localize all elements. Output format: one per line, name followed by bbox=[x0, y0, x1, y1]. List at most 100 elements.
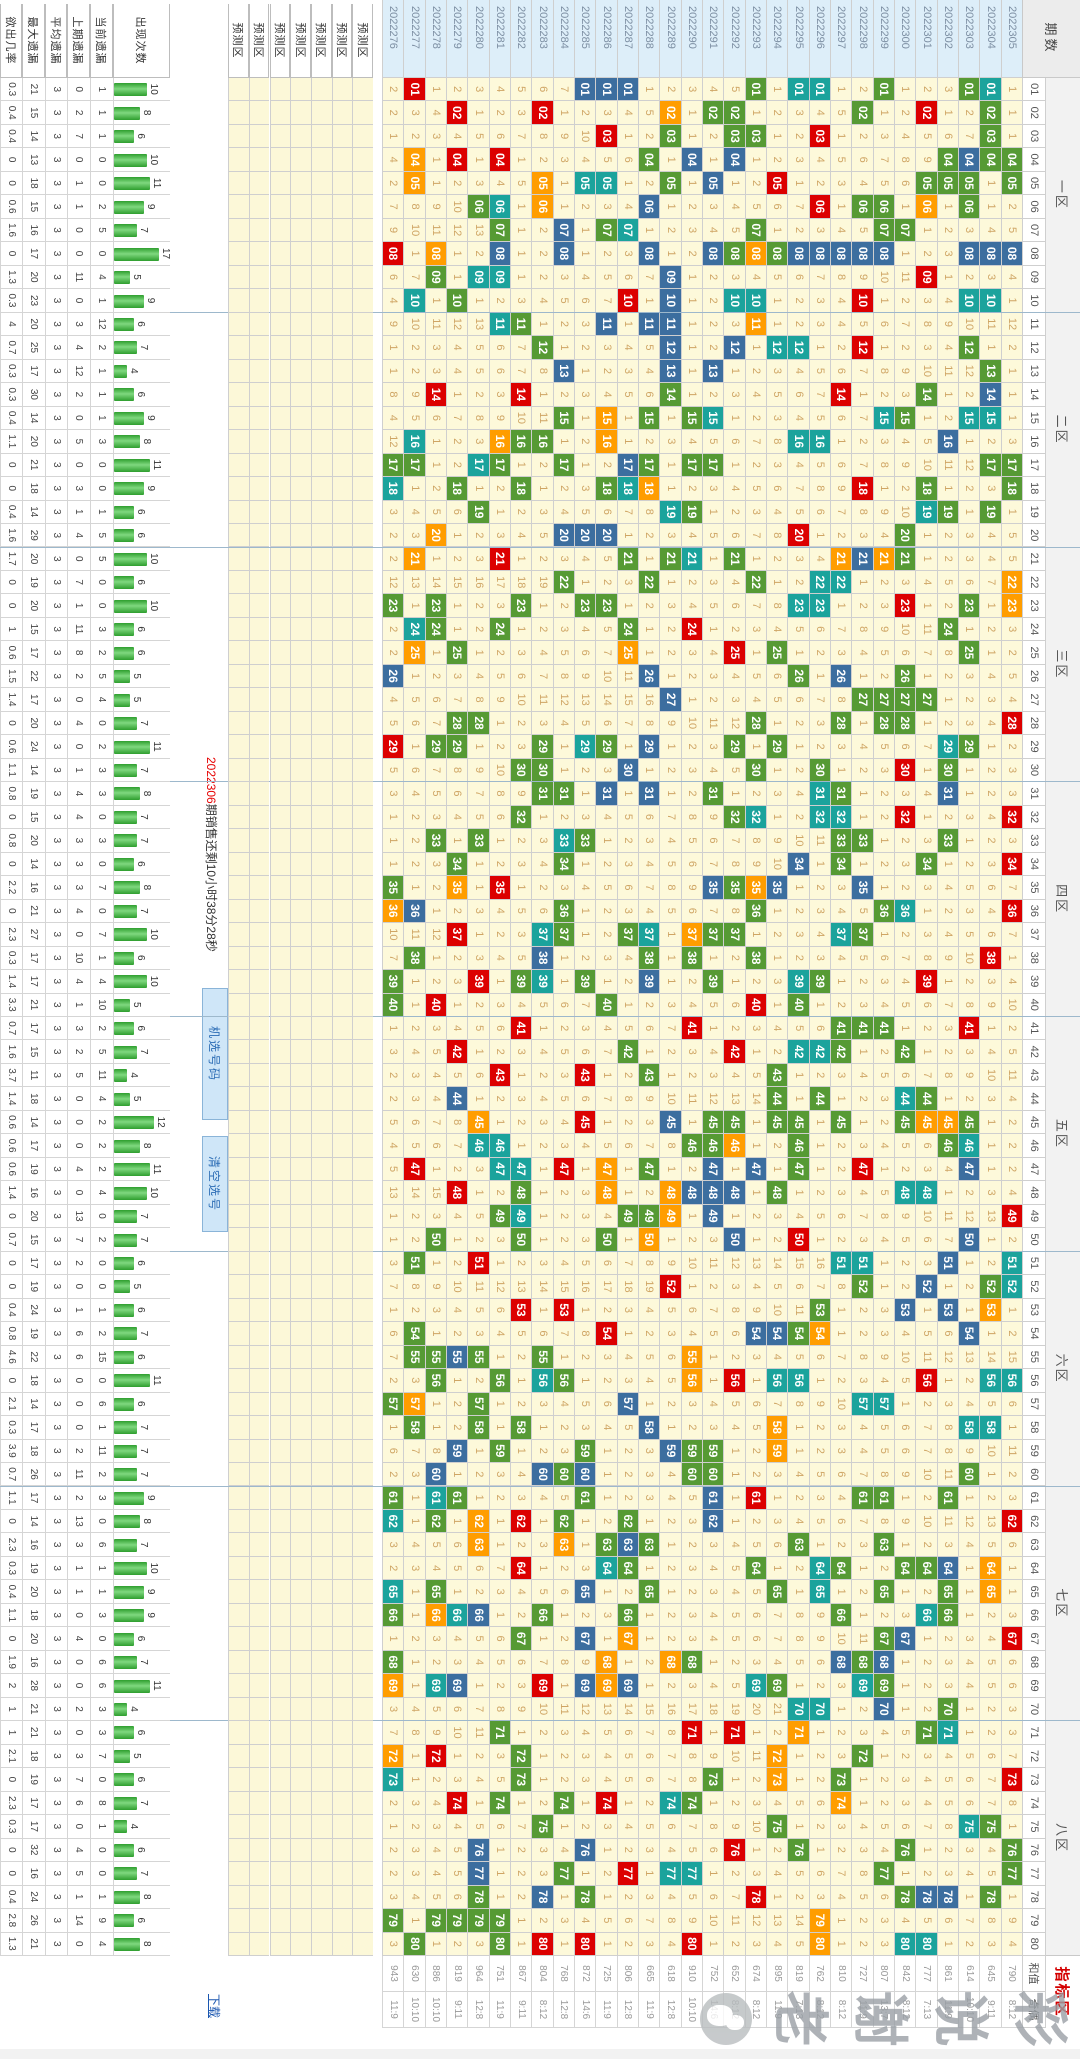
prediction-cell[interactable] bbox=[269, 430, 291, 454]
prediction-cell[interactable] bbox=[248, 1110, 270, 1135]
prediction-cell[interactable] bbox=[269, 1580, 291, 1604]
prediction-cell[interactable] bbox=[290, 383, 311, 407]
prediction-cell[interactable] bbox=[269, 1416, 291, 1440]
prediction-cell[interactable] bbox=[248, 500, 270, 525]
prediction-cell[interactable] bbox=[228, 1650, 249, 1675]
prediction-cell[interactable] bbox=[248, 477, 270, 501]
prediction-cell[interactable] bbox=[290, 265, 311, 290]
prediction-cell[interactable] bbox=[331, 289, 353, 313]
prediction-cell[interactable] bbox=[352, 383, 373, 407]
prediction-cell[interactable] bbox=[352, 101, 373, 125]
prediction-cell[interactable] bbox=[352, 1157, 373, 1182]
prediction-cell[interactable] bbox=[352, 1087, 373, 1111]
prediction-cell[interactable] bbox=[331, 711, 353, 736]
prediction-cell[interactable] bbox=[310, 289, 332, 313]
prediction-cell[interactable] bbox=[352, 1744, 373, 1769]
prediction-cell[interactable] bbox=[290, 500, 311, 525]
prediction-cell[interactable] bbox=[269, 782, 291, 806]
prediction-cell[interactable] bbox=[290, 1509, 311, 1534]
prediction-cell[interactable] bbox=[290, 1110, 311, 1135]
prediction-cell[interactable] bbox=[290, 1204, 311, 1229]
prediction-cell[interactable] bbox=[228, 805, 249, 830]
prediction-cell[interactable] bbox=[290, 1862, 311, 1886]
prediction-cell[interactable] bbox=[310, 1251, 332, 1276]
prediction-cell[interactable] bbox=[352, 195, 373, 219]
prediction-cell[interactable] bbox=[269, 1251, 291, 1276]
prediction-cell[interactable] bbox=[331, 1862, 353, 1886]
prediction-cell[interactable] bbox=[269, 1697, 291, 1722]
prediction-cell[interactable] bbox=[248, 78, 270, 102]
prediction-cell[interactable] bbox=[228, 78, 249, 102]
prediction-cell[interactable] bbox=[290, 805, 311, 830]
prediction-cell[interactable] bbox=[290, 1463, 311, 1487]
prediction-cell[interactable] bbox=[269, 1017, 291, 1041]
prediction-cell[interactable] bbox=[352, 1463, 373, 1487]
prediction-cell[interactable] bbox=[228, 453, 249, 478]
prediction-cell[interactable] bbox=[352, 171, 373, 196]
prediction-cell[interactable] bbox=[310, 265, 332, 290]
prediction-cell[interactable] bbox=[248, 664, 270, 689]
prediction-cell[interactable] bbox=[310, 1533, 332, 1557]
prediction-cell[interactable] bbox=[269, 312, 291, 337]
prediction-cell[interactable] bbox=[310, 477, 332, 501]
prediction-cell[interactable] bbox=[269, 265, 291, 290]
prediction-cell[interactable] bbox=[228, 101, 249, 125]
prediction-cell[interactable] bbox=[310, 242, 332, 266]
prediction-cell[interactable] bbox=[290, 547, 311, 571]
prediction-cell[interactable] bbox=[290, 711, 311, 736]
prediction-cell[interactable] bbox=[352, 1369, 373, 1393]
prediction-cell[interactable] bbox=[310, 1650, 332, 1675]
prediction-cell[interactable] bbox=[290, 1134, 311, 1158]
prediction-cell[interactable] bbox=[310, 524, 332, 548]
prediction-cell[interactable] bbox=[248, 359, 270, 384]
prediction-cell[interactable] bbox=[331, 1556, 353, 1581]
prediction-cell[interactable] bbox=[228, 336, 249, 360]
prediction-cell[interactable] bbox=[269, 218, 291, 243]
prediction-cell[interactable] bbox=[310, 1087, 332, 1111]
prediction-cell[interactable] bbox=[228, 289, 249, 313]
prediction-cell[interactable] bbox=[248, 1486, 270, 1510]
prediction-cell[interactable] bbox=[290, 1322, 311, 1346]
prediction-cell[interactable] bbox=[248, 688, 270, 712]
prediction-cell[interactable] bbox=[331, 1087, 353, 1111]
prediction-cell[interactable] bbox=[352, 664, 373, 689]
prediction-cell[interactable] bbox=[310, 1228, 332, 1252]
prediction-cell[interactable] bbox=[269, 946, 291, 971]
prediction-cell[interactable] bbox=[310, 218, 332, 243]
prediction-cell[interactable] bbox=[331, 1580, 353, 1604]
prediction-cell[interactable] bbox=[310, 1322, 332, 1346]
prediction-cell[interactable] bbox=[228, 265, 249, 290]
prediction-cell[interactable] bbox=[269, 1275, 291, 1299]
prediction-cell[interactable] bbox=[331, 1768, 353, 1792]
prediction-cell[interactable] bbox=[269, 124, 291, 149]
prediction-cell[interactable] bbox=[310, 594, 332, 618]
prediction-cell[interactable] bbox=[228, 124, 249, 149]
prediction-cell[interactable] bbox=[290, 1040, 311, 1064]
prediction-cell[interactable] bbox=[269, 1744, 291, 1769]
prediction-cell[interactable] bbox=[228, 1134, 249, 1158]
prediction-cell[interactable] bbox=[352, 1768, 373, 1792]
prediction-cell[interactable] bbox=[269, 1768, 291, 1792]
prediction-cell[interactable] bbox=[310, 1204, 332, 1229]
prediction-cell[interactable] bbox=[331, 1463, 353, 1487]
prediction-cell[interactable] bbox=[248, 782, 270, 806]
prediction-cell[interactable] bbox=[269, 1603, 291, 1628]
prediction-cell[interactable] bbox=[352, 1721, 373, 1745]
prediction-cell[interactable] bbox=[331, 101, 353, 125]
prediction-cell[interactable] bbox=[248, 993, 270, 1017]
prediction-cell[interactable] bbox=[290, 1697, 311, 1722]
prediction-cell[interactable] bbox=[228, 1603, 249, 1628]
prediction-cell[interactable] bbox=[310, 547, 332, 571]
prediction-cell[interactable] bbox=[310, 899, 332, 924]
prediction-cell[interactable] bbox=[310, 711, 332, 736]
prediction-cell[interactable] bbox=[290, 359, 311, 384]
prediction-cell[interactable] bbox=[248, 594, 270, 618]
prediction-cell[interactable] bbox=[248, 805, 270, 830]
prediction-cell[interactable] bbox=[290, 1439, 311, 1464]
prediction-cell[interactable] bbox=[228, 1838, 249, 1863]
prediction-cell[interactable] bbox=[269, 1134, 291, 1158]
prediction-cell[interactable] bbox=[269, 641, 291, 665]
prediction-cell[interactable] bbox=[290, 923, 311, 947]
prediction-cell[interactable] bbox=[228, 993, 249, 1017]
prediction-cell[interactable] bbox=[331, 1697, 353, 1722]
